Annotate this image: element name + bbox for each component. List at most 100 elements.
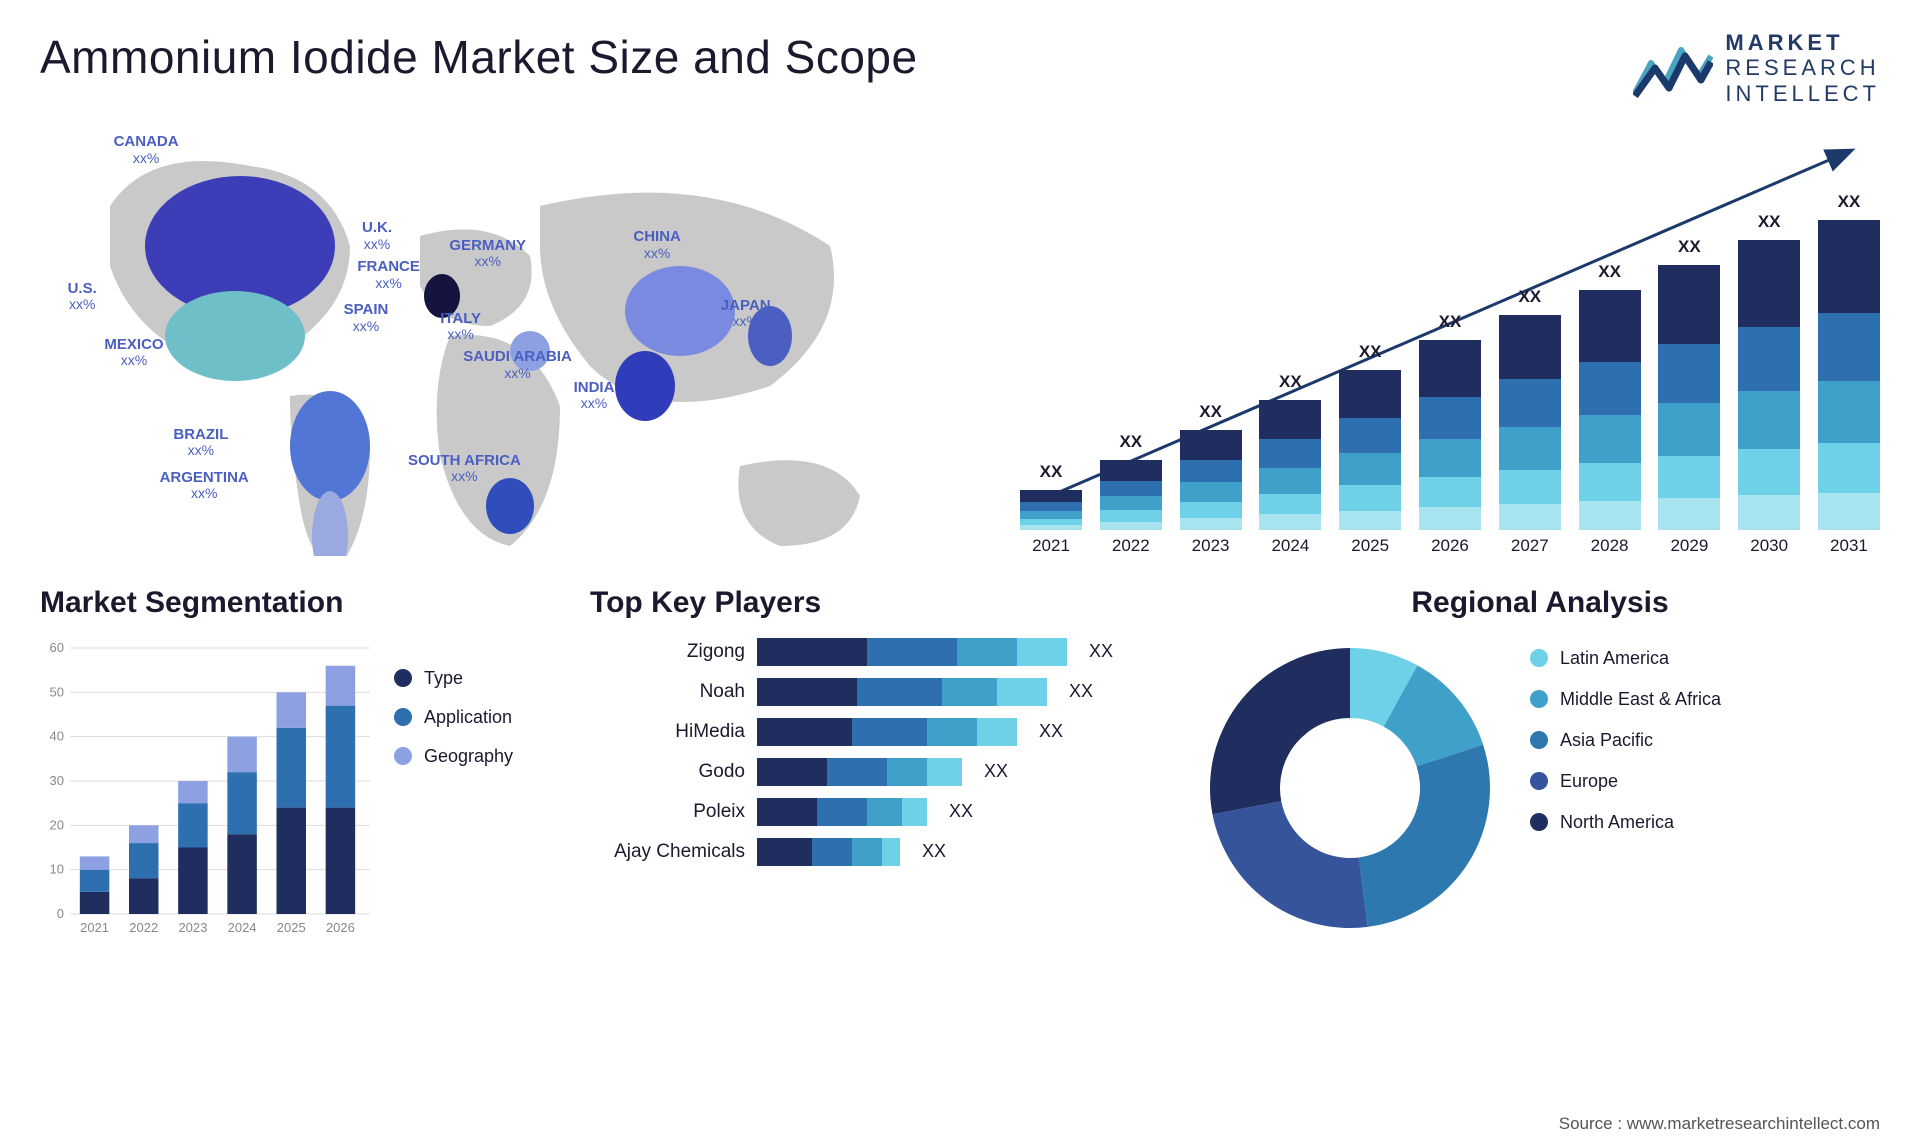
map-label: U.K.xx% bbox=[362, 220, 392, 253]
legend-dot-icon bbox=[394, 708, 412, 726]
forecast-bar: XX bbox=[1738, 240, 1800, 530]
svg-text:2025: 2025 bbox=[277, 920, 306, 935]
player-name: Godo bbox=[590, 761, 745, 783]
forecast-bar: XX bbox=[1818, 220, 1880, 530]
logo-mark-icon bbox=[1633, 38, 1713, 98]
map-label: FRANCExx% bbox=[357, 259, 420, 292]
legend-item: North America bbox=[1530, 812, 1721, 833]
regional-donut-chart bbox=[1200, 638, 1500, 938]
map-label: SAUDI ARABIAxx% bbox=[463, 349, 572, 382]
world-map-panel: CANADAxx% U.S.xx%MEXICOxx% BRAZILxx% ARGENT… bbox=[40, 126, 960, 556]
forecast-bar: XX bbox=[1579, 290, 1641, 530]
player-row: Poleix XX bbox=[590, 798, 1150, 826]
svg-text:10: 10 bbox=[50, 862, 64, 877]
forecast-x-label: 2025 bbox=[1339, 536, 1401, 556]
forecast-bar-label: XX bbox=[1180, 402, 1242, 422]
player-bar bbox=[757, 798, 927, 826]
map-label: MEXICOxx% bbox=[104, 337, 163, 370]
forecast-bar: XX bbox=[1339, 370, 1401, 530]
player-value: XX bbox=[922, 841, 946, 862]
svg-text:2024: 2024 bbox=[228, 920, 257, 935]
legend-dot-icon bbox=[1530, 690, 1548, 708]
forecast-x-label: 2030 bbox=[1738, 536, 1800, 556]
legend-dot-icon bbox=[1530, 813, 1548, 831]
segmentation-legend: Type Application Geography bbox=[394, 638, 513, 938]
svg-text:0: 0 bbox=[57, 906, 64, 921]
legend-item: Application bbox=[394, 707, 513, 728]
regional-title: Regional Analysis bbox=[1200, 586, 1880, 620]
legend-label: Application bbox=[424, 707, 512, 728]
forecast-x-label: 2027 bbox=[1499, 536, 1561, 556]
logo: MARKET RESEARCH INTELLECT bbox=[1633, 30, 1880, 106]
player-value: XX bbox=[1069, 681, 1093, 702]
legend-item: Middle East & Africa bbox=[1530, 689, 1721, 710]
legend-label: North America bbox=[1560, 812, 1674, 833]
legend-dot-icon bbox=[394, 747, 412, 765]
legend-item: Geography bbox=[394, 746, 513, 767]
player-name: HiMedia bbox=[590, 721, 745, 743]
forecast-bar: XX bbox=[1259, 400, 1321, 530]
player-name: Poleix bbox=[590, 801, 745, 823]
legend-item: Europe bbox=[1530, 771, 1721, 792]
player-bar bbox=[757, 758, 962, 786]
player-row: GodoXX bbox=[590, 758, 1150, 786]
player-name: Ajay Chemicals bbox=[590, 841, 745, 863]
legend-label: Type bbox=[424, 668, 463, 689]
legend-label: Latin America bbox=[1560, 648, 1669, 669]
forecast-bar: XX bbox=[1180, 430, 1242, 530]
forecast-x-label: 2021 bbox=[1020, 536, 1082, 556]
svg-text:50: 50 bbox=[50, 684, 64, 699]
player-bar bbox=[757, 838, 900, 866]
players-list: ZigongXXNoahXXHiMediaXXGodoXXPoleixXXAja… bbox=[590, 638, 1150, 866]
forecast-bar-label: XX bbox=[1579, 262, 1641, 282]
logo-text: MARKET RESEARCH INTELLECT bbox=[1725, 30, 1880, 106]
svg-text:20: 20 bbox=[50, 817, 64, 832]
forecast-x-label: 2029 bbox=[1658, 536, 1720, 556]
map-label: SOUTH AFRICAxx% bbox=[408, 453, 521, 486]
forecast-bar-label: XX bbox=[1738, 212, 1800, 232]
map-label: ARGENTINAxx% bbox=[160, 470, 249, 503]
svg-text:40: 40 bbox=[50, 729, 64, 744]
map-label: BRAZILxx% bbox=[173, 427, 228, 460]
header: Ammonium Iodide Market Size and Scope MA… bbox=[40, 30, 1880, 106]
forecast-bar-label: XX bbox=[1818, 192, 1880, 212]
legend-dot-icon bbox=[1530, 649, 1548, 667]
map-label: SPAINxx% bbox=[344, 302, 389, 335]
player-name: Noah bbox=[590, 681, 745, 703]
player-row: HiMedia XX bbox=[590, 718, 1150, 746]
player-value: XX bbox=[949, 801, 973, 822]
forecast-bar-label: XX bbox=[1499, 287, 1561, 307]
forecast-bar-label: XX bbox=[1100, 432, 1162, 452]
legend-dot-icon bbox=[1530, 772, 1548, 790]
forecast-bar-label: XX bbox=[1658, 237, 1720, 257]
legend-label: Middle East & Africa bbox=[1560, 689, 1721, 710]
source-attribution: Source : www.marketresearchintellect.com bbox=[1559, 1114, 1880, 1134]
players-title: Top Key Players bbox=[590, 586, 1150, 620]
forecast-x-label: 2023 bbox=[1180, 536, 1242, 556]
forecast-x-label: 2022 bbox=[1100, 536, 1162, 556]
svg-text:60: 60 bbox=[50, 640, 64, 655]
forecast-bar: XX bbox=[1419, 340, 1481, 530]
legend-dot-icon bbox=[1530, 731, 1548, 749]
map-label: ITALYxx% bbox=[440, 311, 481, 344]
map-label: GERMANYxx% bbox=[449, 238, 526, 271]
map-label: U.S.xx% bbox=[68, 281, 97, 314]
map-label: CANADAxx% bbox=[114, 134, 179, 167]
forecast-bar-chart: XXXXXXXXXXXXXXXXXXXXXX 20212022202320242… bbox=[1020, 126, 1880, 556]
legend-dot-icon bbox=[394, 669, 412, 687]
forecast-bar: XX bbox=[1658, 265, 1720, 530]
forecast-bar: XX bbox=[1020, 490, 1082, 530]
segmentation-chart: 0102030405060202120222023202420252026 bbox=[40, 638, 370, 938]
forecast-x-label: 2031 bbox=[1818, 536, 1880, 556]
legend-item: Latin America bbox=[1530, 648, 1721, 669]
forecast-bar-label: XX bbox=[1259, 372, 1321, 392]
legend-item: Asia Pacific bbox=[1530, 730, 1721, 751]
player-value: XX bbox=[1039, 721, 1063, 742]
player-row: ZigongXX bbox=[590, 638, 1150, 666]
page-title: Ammonium Iodide Market Size and Scope bbox=[40, 30, 918, 84]
forecast-bar: XX bbox=[1499, 315, 1561, 530]
map-label: JAPANxx% bbox=[721, 298, 771, 331]
forecast-bar: XX bbox=[1100, 460, 1162, 530]
legend-item: Type bbox=[394, 668, 513, 689]
svg-text:2023: 2023 bbox=[178, 920, 207, 935]
